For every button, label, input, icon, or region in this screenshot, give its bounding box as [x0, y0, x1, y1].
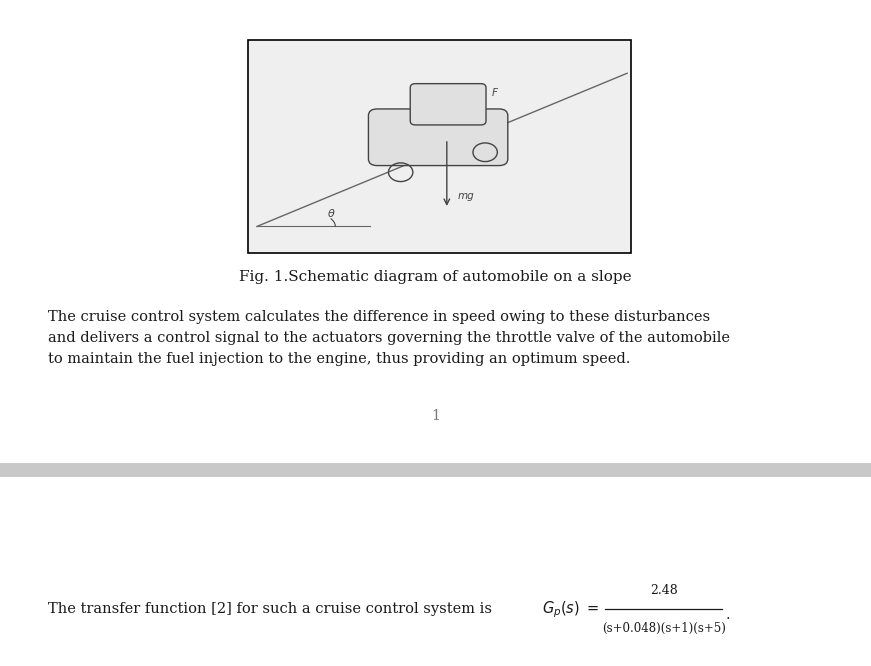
Text: 1: 1 [431, 409, 440, 424]
Text: $G_p(s)\ =$: $G_p(s)\ =$ [542, 599, 599, 619]
Text: (s+0.048)(s+1)(s+5): (s+0.048)(s+1)(s+5) [602, 621, 726, 635]
Text: The transfer function [2] for such a cruise control system is: The transfer function [2] for such a cru… [48, 602, 496, 617]
Text: $\theta$: $\theta$ [327, 207, 335, 219]
FancyBboxPatch shape [368, 109, 508, 166]
Text: mg: mg [457, 191, 474, 201]
FancyBboxPatch shape [410, 84, 486, 125]
Text: 2.48: 2.48 [650, 584, 678, 597]
Text: The cruise control system calculates the difference in speed owing to these dist: The cruise control system calculates the… [48, 310, 730, 366]
Text: .: . [726, 607, 731, 622]
Text: F: F [492, 88, 498, 98]
Text: Fig. 1.Schematic diagram of automobile on a slope: Fig. 1.Schematic diagram of automobile o… [240, 270, 631, 284]
FancyBboxPatch shape [248, 40, 631, 253]
